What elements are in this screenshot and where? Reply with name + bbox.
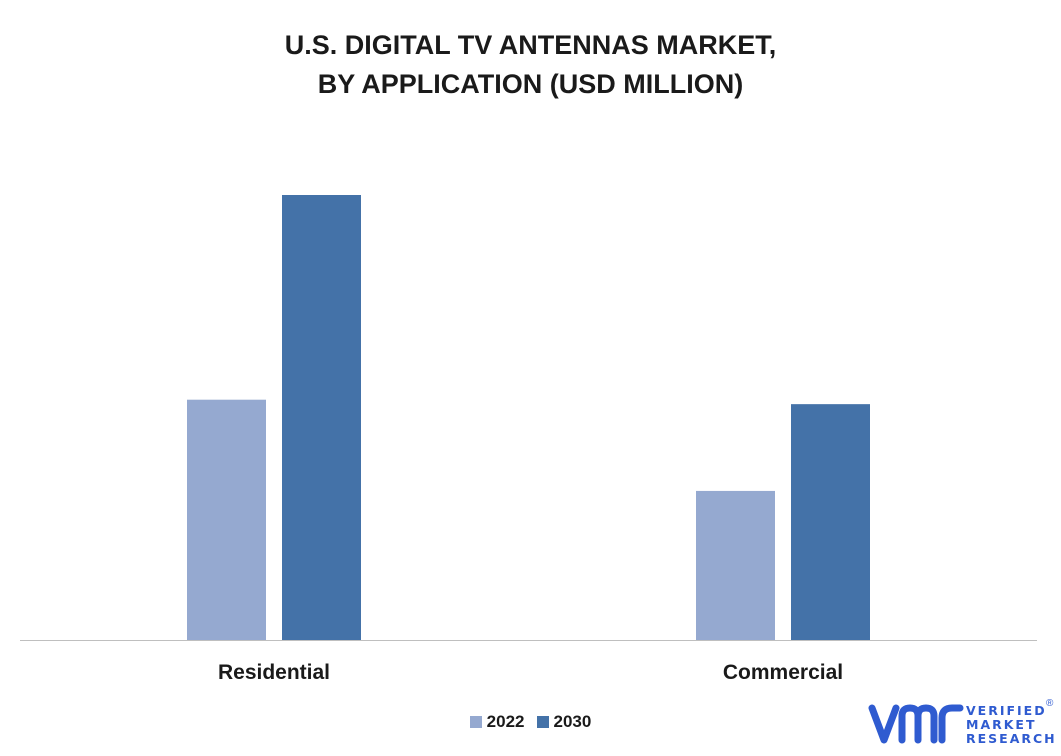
x-tick-label-residential: Residential (218, 661, 330, 684)
vmr-logo-line-1: VERIFIED (966, 703, 1047, 718)
vmr-logo-text: VERIFIED MARKET RESEARCH (966, 704, 1057, 746)
chart-title-line-2: BY APPLICATION (USD MILLION) (317, 69, 744, 99)
bar-commercial-2022 (696, 490, 775, 640)
x-tick-label-commercial: Commercial (723, 661, 843, 684)
vmr-logo-line-2: MARKET (966, 717, 1037, 732)
vmr-logo-icon (868, 704, 964, 744)
bar-chart: Residential Commercial (20, 195, 1037, 684)
vmr-logo: VERIFIED MARKET RESEARCH ® (868, 698, 1058, 752)
legend-swatch-2022 (469, 716, 482, 728)
bar-residential-2030 (282, 195, 361, 640)
vmr-logo-line-3: RESEARCH (966, 731, 1057, 746)
legend-swatch-2030 (536, 716, 549, 728)
legend-label-2030: 2030 (553, 712, 592, 731)
chart-title-line-1: U.S. DIGITAL TV ANTENNAS MARKET, (284, 30, 777, 60)
legend-item-2022: 2022 (469, 712, 525, 732)
bar-residential-2022 (187, 399, 266, 640)
bar-commercial-2030 (791, 404, 870, 640)
legend: 2022 2030 (0, 712, 1061, 732)
legend-item-2030: 2030 (536, 712, 592, 732)
legend-label-2022: 2022 (486, 712, 525, 731)
registered-mark: ® (1046, 698, 1054, 709)
chart-title: U.S. DIGITAL TV ANTENNAS MARKET, BY APPL… (0, 26, 1061, 104)
